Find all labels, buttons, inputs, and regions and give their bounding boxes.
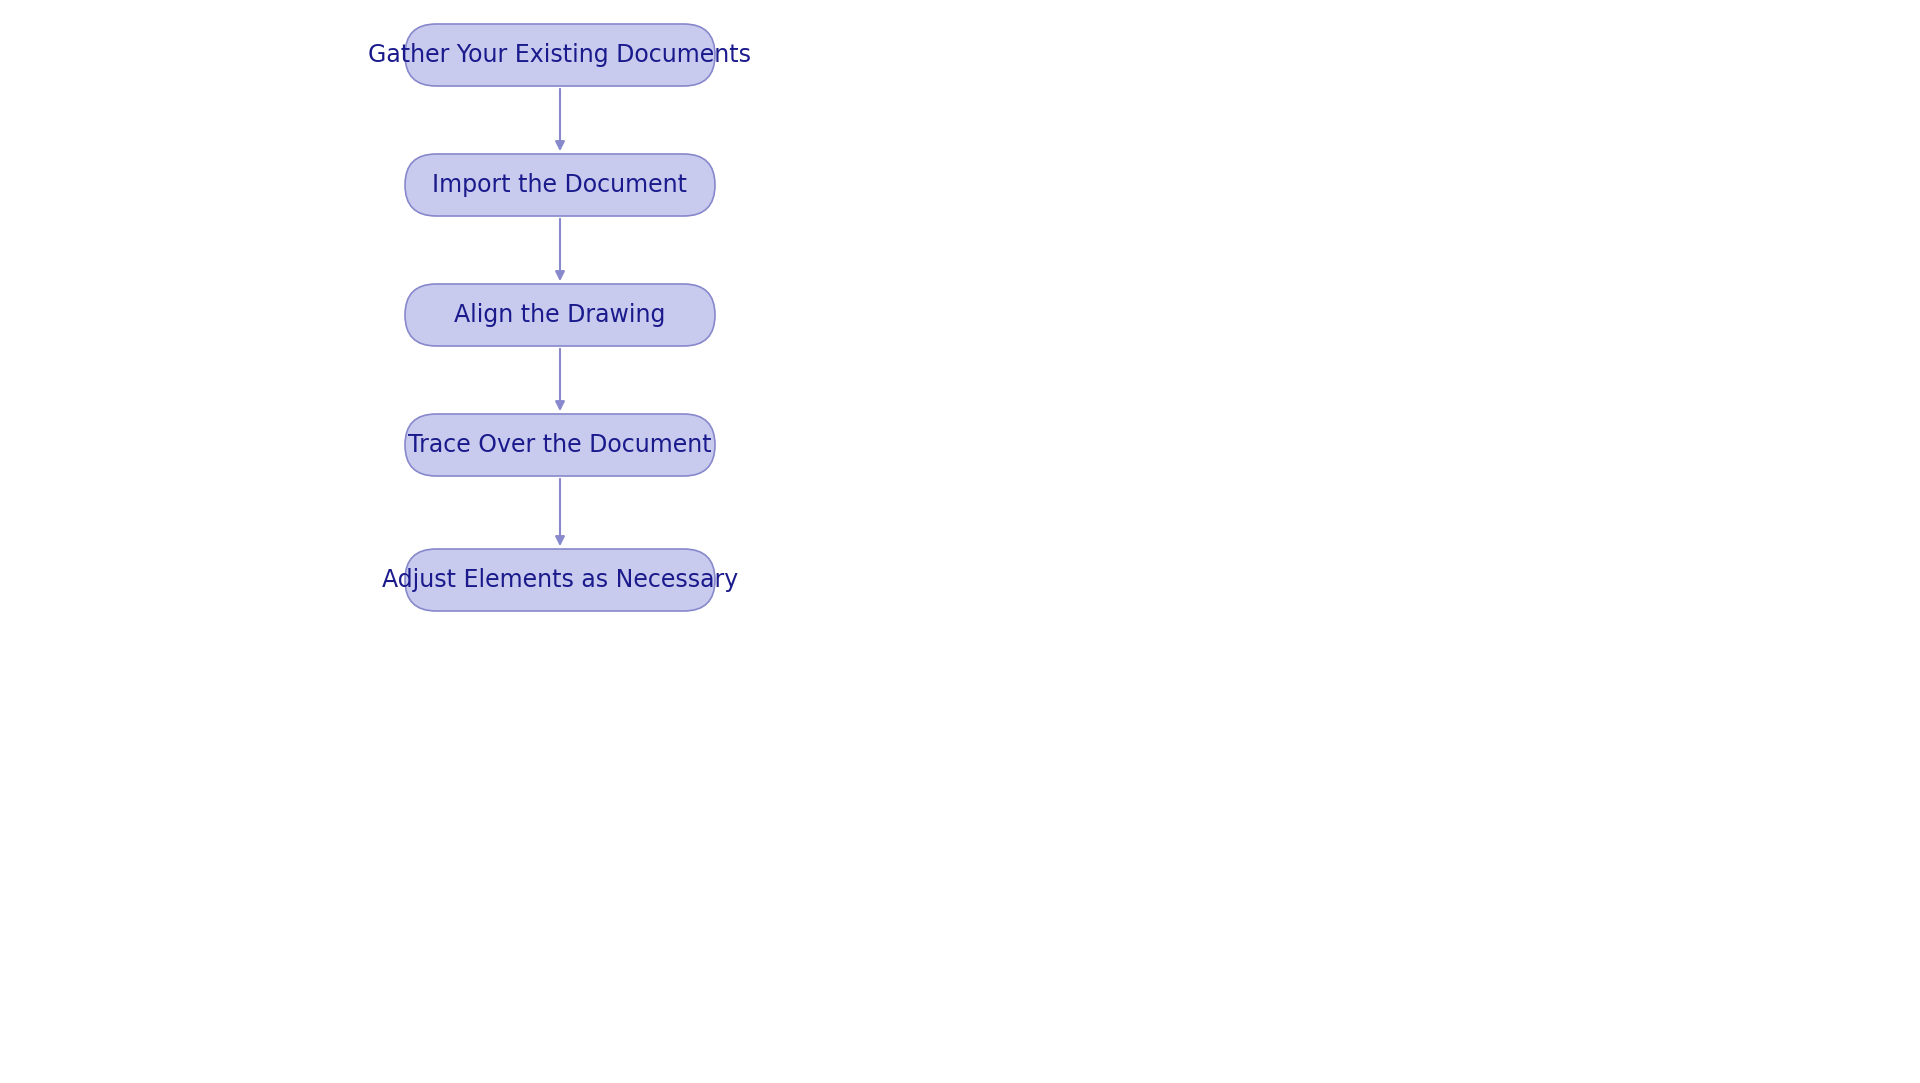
Text: Adjust Elements as Necessary: Adjust Elements as Necessary [382,567,737,592]
FancyBboxPatch shape [405,414,714,477]
FancyBboxPatch shape [405,549,714,611]
Text: Import the Document: Import the Document [432,173,687,197]
FancyBboxPatch shape [405,24,714,86]
FancyBboxPatch shape [405,154,714,216]
Text: Align the Drawing: Align the Drawing [455,303,666,327]
FancyBboxPatch shape [405,284,714,345]
Text: Gather Your Existing Documents: Gather Your Existing Documents [369,43,751,67]
Text: Trace Over the Document: Trace Over the Document [409,433,712,457]
